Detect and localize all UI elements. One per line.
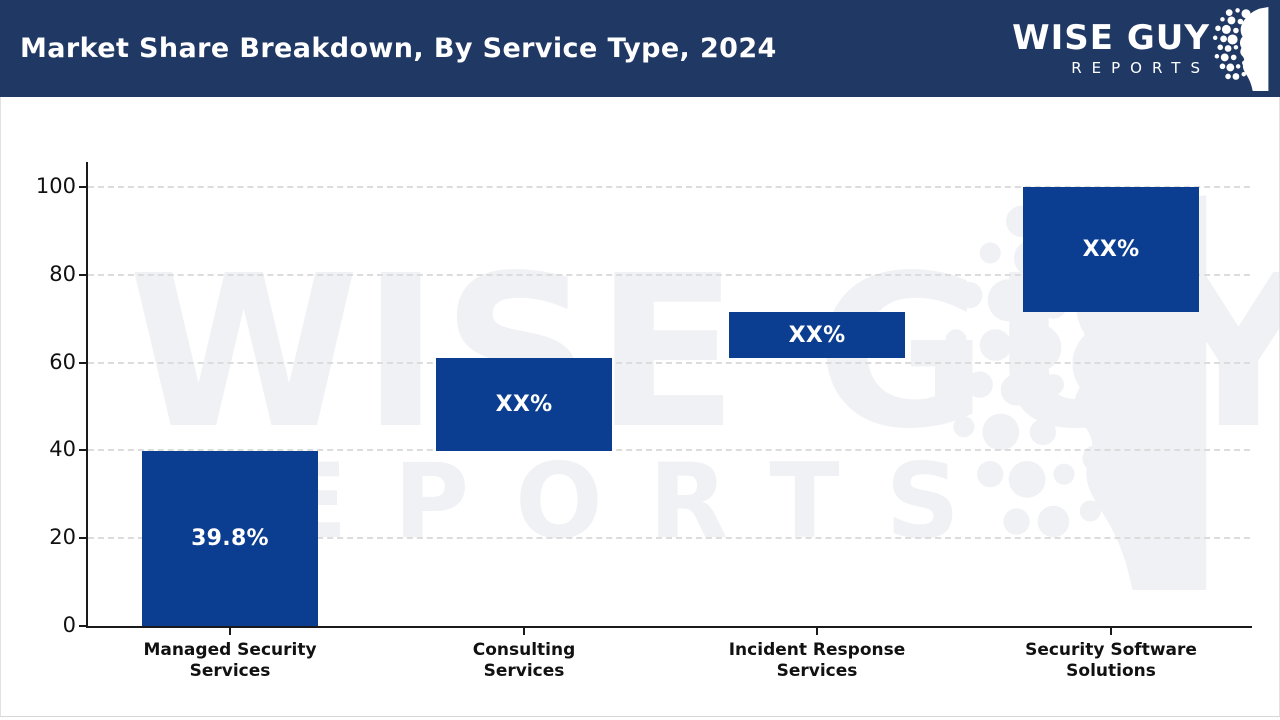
page-title: Market Share Breakdown, By Service Type,… [20, 33, 777, 64]
gridline-100 [88, 186, 1250, 188]
gridline-80 [88, 273, 1250, 276]
x-category-label-line: Incident Response [728, 640, 906, 660]
y-tick-mark-0 [79, 625, 86, 627]
gridline-60 [88, 361, 1250, 364]
y-tick-label-0: 0 [62, 613, 76, 637]
y-tick-label-100: 100 [35, 174, 76, 198]
y-axis-line [86, 162, 88, 628]
x-category-label-line: Services [189, 661, 271, 681]
bar-2: XX% [729, 312, 905, 359]
x-category-label-1: Consulting Services [364, 640, 684, 682]
frame-edge-left [0, 97, 1, 717]
y-tick-mark-40 [79, 449, 86, 452]
y-tick-label-80: 80 [49, 261, 76, 286]
x-category-label-line: Security Software [1025, 640, 1197, 660]
y-tick-label-40: 40 [49, 437, 76, 462]
header-band: Market Share Breakdown, By Service Type,… [0, 0, 1280, 97]
y-tick-label-60: 60 [49, 349, 76, 374]
gridline-20 [88, 537, 1250, 540]
logo-wordmark: WISE GUY [1012, 17, 1210, 58]
x-category-label-line: Consulting [472, 640, 576, 660]
x-axis-line [86, 626, 1252, 628]
bar-value-label-3: XX% [1082, 237, 1140, 263]
x-category-label-line: Managed Security [143, 640, 317, 660]
wiseguy-logo-text: WISE GUY REPORTS [1012, 17, 1210, 78]
x-tick-mark-2 [816, 628, 818, 635]
y-tick-mark-80 [79, 273, 86, 276]
frame-edge-bottom [0, 716, 1280, 717]
x-category-label-3: Security Software Solutions [951, 640, 1271, 682]
x-category-label-0: Managed Security Services [70, 640, 390, 682]
y-tick-label-20: 20 [49, 525, 76, 550]
bar-value-label-2: XX% [788, 322, 846, 348]
x-tick-mark-1 [523, 628, 525, 635]
gridline-40 [88, 449, 1250, 452]
bar-0: 39.8% [142, 451, 318, 626]
y-tick-mark-60 [79, 361, 86, 364]
x-category-label-line: Services [483, 661, 565, 681]
wiseguy-logo: WISE GUY REPORTS [1012, 5, 1270, 93]
bar-value-label-0: 39.8% [191, 526, 269, 552]
y-tick-mark-20 [79, 537, 86, 540]
y-tick-mark-100 [79, 186, 86, 188]
x-category-label-2: Incident Response Services [657, 640, 977, 682]
x-category-label-line: Services [776, 661, 858, 681]
face-profile-dots-icon [1212, 7, 1269, 91]
bar-3: XX% [1023, 187, 1199, 313]
x-category-label-line: Solutions [1066, 661, 1156, 681]
logo-subtext: REPORTS [1071, 59, 1210, 78]
bar-value-label-1: XX% [495, 392, 553, 418]
bar-1: XX% [436, 358, 612, 452]
x-tick-mark-0 [229, 628, 231, 635]
x-tick-mark-3 [1110, 628, 1112, 635]
